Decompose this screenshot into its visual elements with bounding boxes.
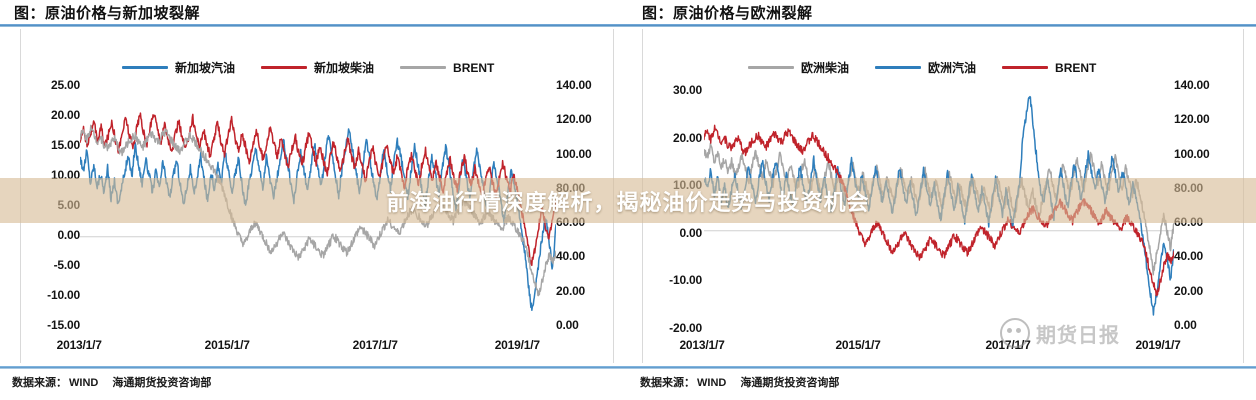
legend-swatch-blue (122, 66, 168, 69)
overlay-banner (0, 178, 1256, 223)
source-label-left: 数据来源： (12, 377, 67, 389)
axis-tick-label: 120.00 (1174, 112, 1210, 127)
overlay-headline: 前海油行情深度解析，揭秘油价走势与投资机会 (386, 189, 870, 215)
axis-tick-label: 40.00 (1174, 249, 1204, 264)
axis-tick-label: 30.00 (672, 83, 702, 97)
legend-item-brent: BRENT (400, 61, 494, 75)
wechat-circle-icon (1000, 318, 1030, 348)
legend-label-brent: BRENT (1055, 60, 1097, 75)
legend-item-sg-gasoline: 新加坡汽油 (122, 59, 235, 76)
axis-tick-label: 2013/1/7 (679, 338, 725, 352)
legend-swatch-gray (748, 66, 794, 69)
axis-tick-label: 0.00 (1174, 318, 1197, 332)
axis-tick-label: -5.00 (53, 258, 81, 272)
x-axis-right: 2013/1/7 2015/1/7 2017/1/7 2019/1/7 (642, 338, 1242, 354)
axis-tick-label: 2013/1/7 (56, 338, 102, 352)
source-note-left: 数据来源： WIND 海通期货投资咨询部 (12, 374, 211, 390)
axis-tick-label: 100.00 (1174, 146, 1210, 161)
axis-tick-label: -10.00 (669, 273, 702, 288)
legend-label-brent: BRENT (453, 60, 495, 75)
axis-tick-label: 20.00 (1174, 283, 1204, 298)
legend-right: 欧洲柴油 欧洲汽油 BRENT (748, 59, 1096, 76)
axis-tick-label: 2019/1/7 (1135, 338, 1181, 352)
axis-tick-label: 20.00 (672, 130, 702, 145)
watermark: 期货日报 (1000, 318, 1120, 348)
axis-tick-label: 15.00 (50, 138, 80, 152)
legend-item-brent: BRENT (1002, 61, 1096, 75)
axis-tick-label: 120.00 (556, 112, 592, 127)
axis-tick-label: -20.00 (669, 321, 702, 335)
axis-tick-label: 2015/1/7 (835, 338, 881, 352)
axis-tick-label: 0.00 (556, 318, 579, 332)
axis-tick-label: 140.00 (1174, 78, 1210, 92)
source-value-left: WIND (69, 377, 99, 389)
legend-left: 新加坡汽油 新加坡柴油 BRENT (122, 59, 494, 76)
legend-swatch-red (261, 66, 308, 69)
title-divider-left (0, 24, 628, 27)
axis-tick-label: 2017/1/7 (352, 338, 398, 352)
source-dept-right: 海通期货投资咨询部 (740, 377, 840, 389)
legend-item-eu-diesel: 欧洲柴油 (748, 59, 849, 76)
series-line (80, 112, 556, 267)
axis-tick-label: 140.00 (556, 78, 592, 92)
legend-label-eu-diesel: 欧洲柴油 (801, 61, 850, 75)
legend-label-sg-gasoline: 新加坡汽油 (175, 61, 236, 75)
axis-tick-label: 0.00 (57, 228, 80, 242)
source-note-right: 数据来源： WIND 海通期货投资咨询部 (640, 374, 839, 390)
axis-tick-label: 20.00 (50, 108, 80, 122)
title-divider-right (628, 24, 1256, 27)
source-label-right: 数据来源： (640, 377, 695, 389)
axis-tick-label: -10.00 (47, 288, 80, 302)
watermark-label: 期货日报 (1036, 324, 1120, 347)
axis-tick-label: 100.00 (556, 146, 592, 161)
axis-tick-label: 25.00 (50, 78, 80, 92)
panel-title-right: 图：原油价格与欧洲裂解 (642, 5, 813, 22)
footer-divider-left (0, 366, 628, 369)
source-dept-left: 海通期货投资咨询部 (112, 377, 212, 389)
x-axis-left: 2013/1/7 2015/1/7 2017/1/7 2019/1/7 (20, 338, 612, 354)
legend-swatch-gray (400, 66, 447, 69)
legend-swatch-blue (875, 66, 922, 69)
panel-title-left: 图：原油价格与新加坡裂解 (14, 5, 201, 22)
source-value-right: WIND (697, 377, 727, 389)
axis-tick-label: 2015/1/7 (204, 338, 250, 352)
legend-item-sg-diesel: 新加坡柴油 (261, 59, 374, 76)
axis-tick-label: 2019/1/7 (494, 338, 540, 352)
legend-label-sg-diesel: 新加坡柴油 (314, 61, 375, 75)
axis-tick-label: 20.00 (556, 283, 586, 298)
axis-tick-label: 40.00 (556, 249, 586, 264)
footer-divider-right (628, 366, 1256, 369)
axis-tick-label: -15.00 (47, 318, 80, 332)
legend-swatch-red (1002, 66, 1049, 69)
axis-tick-label: 0.00 (679, 225, 702, 240)
legend-label-eu-gasoline: 欧洲汽油 (928, 61, 977, 75)
legend-item-eu-gasoline: 欧洲汽油 (875, 59, 976, 76)
